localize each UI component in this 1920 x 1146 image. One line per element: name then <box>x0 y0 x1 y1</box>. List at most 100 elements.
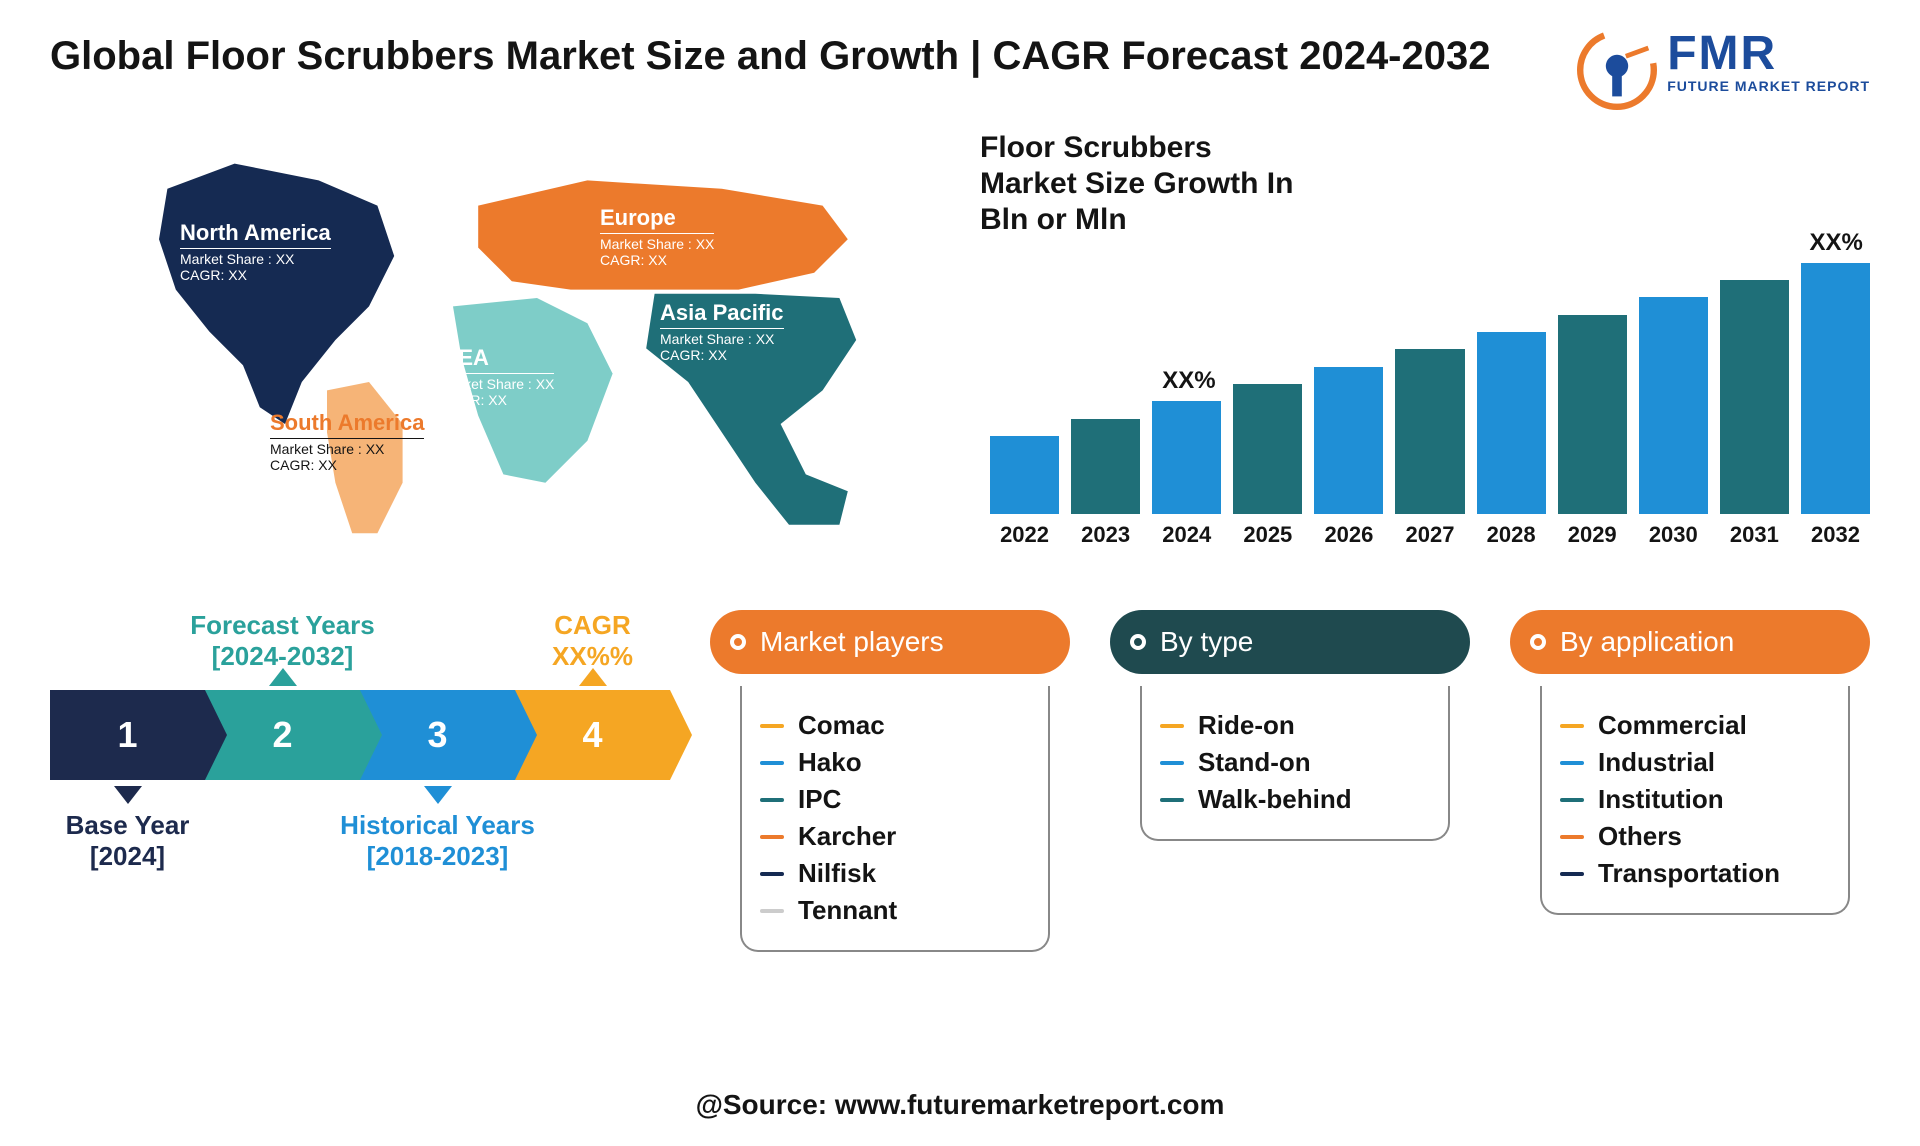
list-item-text: Transportation <box>1598 858 1780 889</box>
bar-wrap: 2026 <box>1314 367 1383 548</box>
region-eu-share: Market Share : XX <box>600 236 714 252</box>
list-item-text: Commercial <box>1598 710 1747 741</box>
timeline: Forecast Years [2024-2032]CAGR XX%% 1234… <box>50 610 670 910</box>
bar <box>1152 401 1221 514</box>
timeline-segment: 1 <box>50 690 205 780</box>
logo-icon <box>1577 30 1657 110</box>
bar-year-label: 2024 <box>1162 522 1211 548</box>
bar-year-label: 2022 <box>1000 522 1049 548</box>
dash-icon <box>1560 724 1584 728</box>
chevron-right-icon <box>515 690 537 780</box>
list-item: Walk-behind <box>1160 784 1438 815</box>
list-item-text: Industrial <box>1598 747 1715 778</box>
bar-year-label: 2030 <box>1649 522 1698 548</box>
source-attribution: @Source: www.futuremarketreport.com <box>0 1089 1920 1121</box>
dash-icon <box>1560 798 1584 802</box>
bar <box>1395 349 1464 514</box>
bar-wrap: 2023 <box>1071 419 1140 548</box>
timeline-label: CAGR XX%% <box>483 610 703 672</box>
region-na-share: Market Share : XX <box>180 251 331 267</box>
dash-icon <box>1160 724 1184 728</box>
list-item-text: Nilfisk <box>798 858 876 889</box>
logo: FMR FUTURE MARKET REPORT <box>1577 30 1870 110</box>
column-heading-text: Market players <box>760 626 944 658</box>
list-item-text: Tennant <box>798 895 897 926</box>
chevron-right-icon <box>670 690 692 780</box>
chevron-right-icon <box>205 690 227 780</box>
list-item: Stand-on <box>1160 747 1438 778</box>
list-item: Industrial <box>1560 747 1838 778</box>
bar-wrap: 2025 <box>1233 384 1302 548</box>
bar-annotation: XX% <box>1810 229 1863 257</box>
bar-wrap: 2032 <box>1801 263 1870 548</box>
list-item-text: Karcher <box>798 821 896 852</box>
bar <box>1314 367 1383 514</box>
bar-wrap: 2030 <box>1639 297 1708 548</box>
bar-wrap: 2029 <box>1558 315 1627 548</box>
region-mea-cagr: CAGR: XX <box>440 392 554 408</box>
list-item-text: IPC <box>798 784 841 815</box>
dash-icon <box>1560 761 1584 765</box>
timeline-segment: 3 <box>360 690 515 780</box>
triangle-up-icon <box>269 668 297 686</box>
column-heading-text: By type <box>1160 626 1253 658</box>
region-mea-share: Market Share : XX <box>440 376 554 392</box>
dash-icon <box>760 835 784 839</box>
bar-wrap: 2022 <box>990 436 1059 548</box>
col-by-type: By type Ride-on Stand-on Walk-behind <box>1110 610 1470 841</box>
triangle-down-icon <box>114 786 142 804</box>
chevron-right-icon <box>360 690 382 780</box>
bar-year-label: 2032 <box>1811 522 1860 548</box>
col-by-application: By application Commercial Industrial Instit… <box>1510 610 1870 915</box>
list-item: Ride-on <box>1160 710 1438 741</box>
region-sa-name: South America <box>270 410 424 436</box>
bar <box>1233 384 1302 514</box>
region-na-name: North America <box>180 220 331 246</box>
list-item: Karcher <box>760 821 1038 852</box>
bar-wrap: 2024 <box>1152 401 1221 548</box>
bar-year-label: 2023 <box>1081 522 1130 548</box>
region-sa-share: Market Share : XX <box>270 441 424 457</box>
dash-icon <box>760 761 784 765</box>
column-heading-text: By application <box>1560 626 1734 658</box>
region-sa-cagr: CAGR: XX <box>270 457 424 473</box>
list-item: Transportation <box>1560 858 1838 889</box>
list-item: Hako <box>760 747 1038 778</box>
region-eu-cagr: CAGR: XX <box>600 252 714 268</box>
list-item-text: Stand-on <box>1198 747 1311 778</box>
bar <box>1558 315 1627 514</box>
logo-sub: FUTURE MARKET REPORT <box>1667 78 1870 94</box>
bar-year-label: 2029 <box>1568 522 1617 548</box>
list-item-text: Walk-behind <box>1198 784 1352 815</box>
column-body: Ride-on Stand-on Walk-behind <box>1140 686 1450 841</box>
dash-icon <box>760 724 784 728</box>
dash-icon <box>1160 798 1184 802</box>
bullet-icon <box>1130 634 1146 650</box>
bar-chart: 2022202320242025202620272028202920302031… <box>980 248 1870 548</box>
timeline-label: Forecast Years [2024-2032] <box>173 610 393 672</box>
page-title: Global Floor Scrubbers Market Size and G… <box>50 30 1491 82</box>
list-item: Institution <box>1560 784 1838 815</box>
list-item: Tennant <box>760 895 1038 926</box>
bar-year-label: 2026 <box>1324 522 1373 548</box>
logo-main: FMR <box>1667 30 1870 78</box>
bar-wrap: 2031 <box>1720 280 1789 548</box>
region-eu-name: Europe <box>600 205 714 231</box>
bar <box>1477 332 1546 514</box>
region-ap-name: Asia Pacific <box>660 300 784 326</box>
bar <box>1720 280 1789 514</box>
column-body: ComacHakoIPCKarcherNilfiskTennant <box>740 686 1050 952</box>
region-ap-cagr: CAGR: XX <box>660 347 784 363</box>
bar <box>990 436 1059 514</box>
dash-icon <box>1160 761 1184 765</box>
column-heading-pill: By application <box>1510 610 1870 674</box>
dash-icon <box>1560 835 1584 839</box>
triangle-down-icon <box>424 786 452 804</box>
bar <box>1639 297 1708 514</box>
bar-year-label: 2031 <box>1730 522 1779 548</box>
dash-icon <box>760 872 784 876</box>
list-item: IPC <box>760 784 1038 815</box>
dash-icon <box>760 798 784 802</box>
timeline-label: Base Year [2024] <box>8 810 248 872</box>
column-heading-pill: By type <box>1110 610 1470 674</box>
